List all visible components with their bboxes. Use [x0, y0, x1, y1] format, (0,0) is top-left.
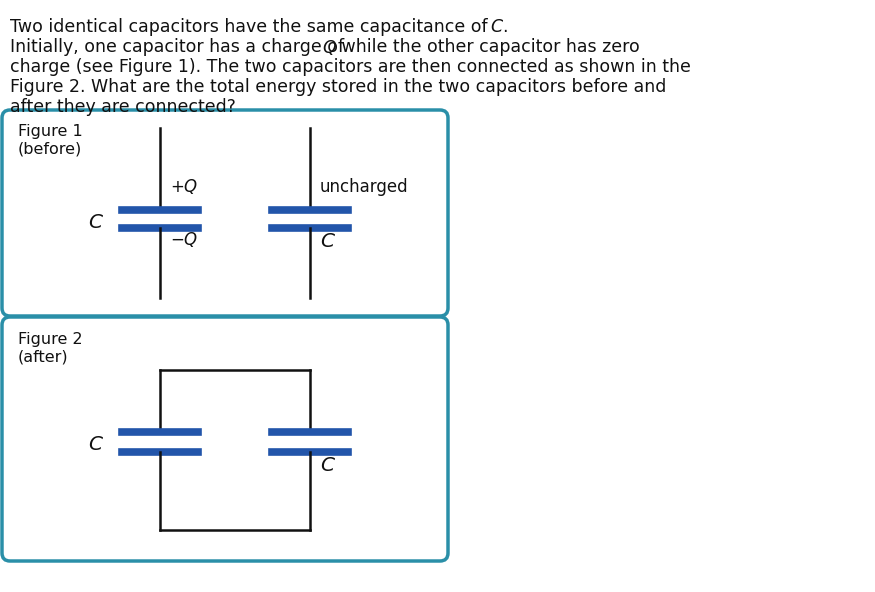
Text: Figure 2. What are the total energy stored in the two capacitors before and: Figure 2. What are the total energy stor… — [10, 78, 667, 96]
Text: $C$: $C$ — [88, 435, 104, 453]
Text: Two identical capacitors have the same capacitance of: Two identical capacitors have the same c… — [10, 18, 493, 36]
Text: uncharged: uncharged — [320, 178, 409, 196]
Text: (before): (before) — [18, 142, 82, 157]
Text: while the other capacitor has zero: while the other capacitor has zero — [336, 38, 640, 56]
FancyBboxPatch shape — [2, 110, 448, 316]
Text: Figure 1: Figure 1 — [18, 124, 83, 139]
Text: $C$.: $C$. — [490, 18, 508, 36]
Text: Figure 2: Figure 2 — [18, 332, 82, 347]
Text: $Q$: $Q$ — [322, 38, 337, 57]
FancyBboxPatch shape — [2, 317, 448, 561]
Text: Initially, one capacitor has a charge of: Initially, one capacitor has a charge of — [10, 38, 350, 56]
Text: $C$: $C$ — [320, 232, 336, 251]
Text: after they are connected?: after they are connected? — [10, 98, 236, 116]
Text: +$Q$: +$Q$ — [170, 177, 199, 196]
Text: $C$: $C$ — [320, 456, 336, 475]
Text: charge (see Figure 1). The two capacitors are then connected as shown in the: charge (see Figure 1). The two capacitor… — [10, 58, 691, 76]
Text: $C$: $C$ — [88, 213, 104, 231]
Text: $-Q$: $-Q$ — [170, 230, 199, 249]
Text: (after): (after) — [18, 350, 68, 365]
